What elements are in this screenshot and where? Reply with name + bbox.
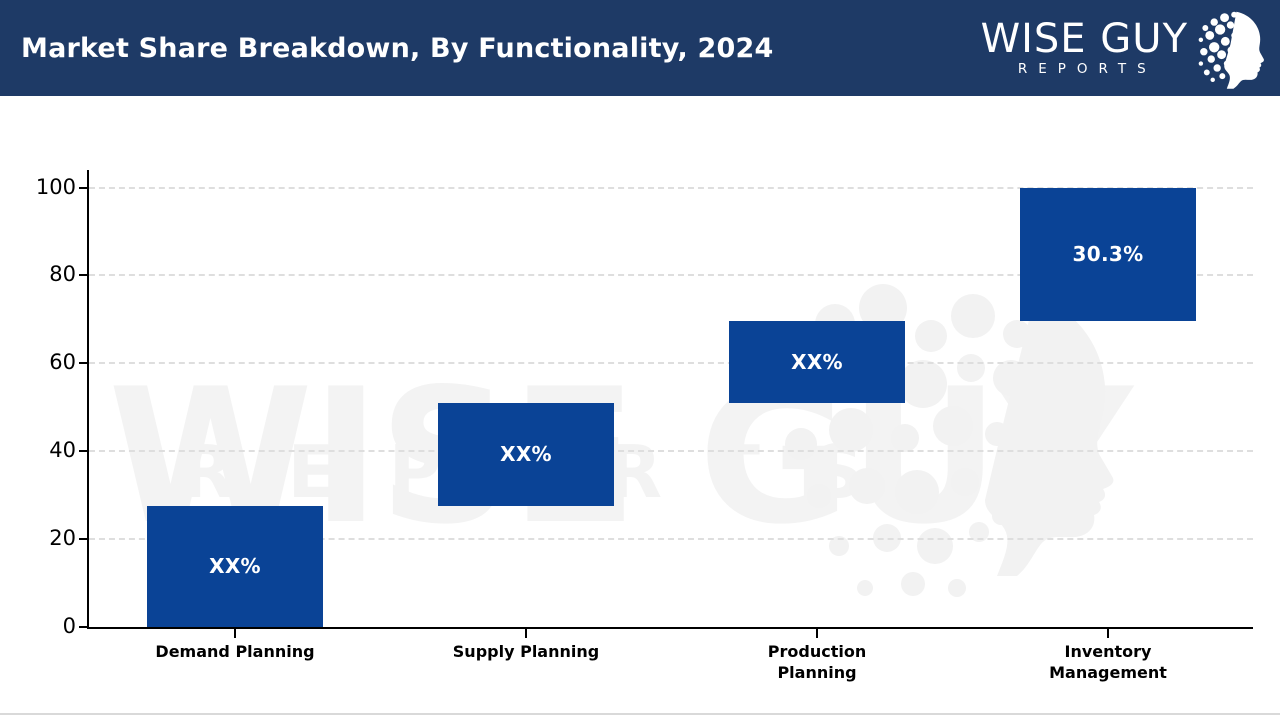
brand-subname: REPORTS bbox=[1017, 61, 1157, 77]
watermark-face-icon bbox=[773, 284, 1114, 597]
y-tick-label-80: 80 bbox=[49, 262, 76, 287]
y-tick-mark-60 bbox=[79, 362, 87, 365]
brand-logo: WISE GUY REPORTS bbox=[981, 7, 1280, 89]
bar-value-label: XX% bbox=[209, 554, 261, 579]
gridline-80 bbox=[89, 274, 1253, 277]
bar-value-label: 30.3% bbox=[1072, 242, 1144, 267]
gridline-20 bbox=[89, 538, 1253, 541]
bar-4: 30.3% bbox=[1020, 187, 1196, 321]
x-category-label-line: Inventory bbox=[1064, 642, 1152, 661]
header-bar: Market Share Breakdown, By Functionality… bbox=[0, 0, 1280, 96]
x-category-label-line: Management bbox=[1049, 663, 1167, 682]
bar-1: XX% bbox=[147, 505, 323, 627]
y-tick-label-60: 60 bbox=[49, 350, 76, 375]
gridline-40 bbox=[89, 450, 1253, 453]
brand-name: WISE GUY bbox=[980, 16, 1188, 62]
y-axis-line bbox=[87, 170, 89, 629]
gridline-60 bbox=[89, 362, 1253, 365]
bar-2: XX% bbox=[438, 403, 614, 506]
x-tick-mark-3 bbox=[816, 629, 818, 638]
x-category-label: Supply Planning bbox=[376, 641, 676, 662]
bar-3: XX% bbox=[729, 320, 905, 404]
y-tick-mark-100 bbox=[79, 186, 87, 189]
y-tick-label-20: 20 bbox=[49, 526, 76, 551]
x-tick-mark-1 bbox=[234, 629, 236, 638]
bar-value-label: XX% bbox=[791, 349, 843, 374]
y-tick-label-40: 40 bbox=[49, 438, 76, 463]
gridline-100 bbox=[89, 186, 1253, 189]
y-tick-mark-0 bbox=[79, 626, 87, 628]
x-category-label: Demand Planning bbox=[85, 641, 385, 662]
y-tick-label-0: 0 bbox=[62, 614, 76, 638]
y-tick-mark-80 bbox=[79, 274, 87, 277]
y-tick-label-100: 100 bbox=[35, 174, 76, 199]
x-tick-mark-2 bbox=[525, 629, 527, 638]
x-category-label-line: Production bbox=[767, 642, 867, 661]
x-category-label: Inventory Management bbox=[958, 641, 1258, 683]
x-category-label-line: Supply Planning bbox=[452, 642, 600, 661]
x-category-label-line: Planning bbox=[777, 663, 857, 682]
bar-value-label: XX% bbox=[500, 442, 552, 467]
footer-divider bbox=[0, 713, 1280, 715]
x-tick-mark-4 bbox=[1107, 629, 1109, 638]
x-category-label: Production Planning bbox=[667, 641, 967, 683]
brand-face-icon bbox=[1198, 11, 1264, 89]
y-tick-mark-20 bbox=[79, 538, 87, 541]
chart-title: Market Share Breakdown, By Functionality… bbox=[21, 32, 774, 64]
y-tick-mark-40 bbox=[79, 450, 87, 453]
x-category-label-line: Demand Planning bbox=[155, 642, 315, 661]
brand-wordmark: WISE GUY REPORTS bbox=[981, 19, 1188, 77]
x-axis-line bbox=[87, 627, 1253, 629]
